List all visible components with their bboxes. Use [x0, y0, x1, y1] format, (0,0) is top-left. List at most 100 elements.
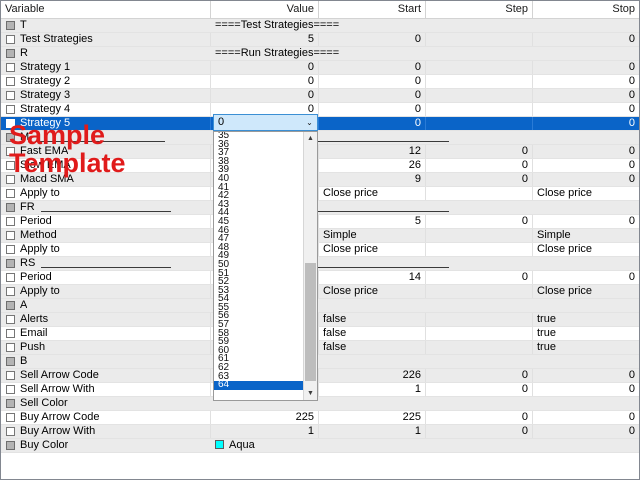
table-row[interactable]: Alerts false true	[1, 313, 639, 327]
checkbox-icon[interactable]	[6, 161, 15, 170]
scroll-up-icon[interactable]: ▲	[304, 132, 317, 145]
value-cell[interactable]	[211, 215, 319, 228]
step-cell[interactable]	[426, 327, 533, 340]
start-cell[interactable]: false	[319, 313, 426, 326]
checkbox-icon[interactable]	[6, 91, 15, 100]
dropdown-item[interactable]: 56	[218, 310, 230, 322]
variable-cell[interactable]: A	[1, 299, 211, 312]
stop-cell[interactable]: 0	[628, 61, 635, 73]
step-cell[interactable]: 0	[426, 369, 533, 382]
table-row[interactable]: Strategy 5 0 0 0	[1, 117, 639, 131]
table-row[interactable]: Test Strategies 5 0 0	[1, 33, 639, 47]
stop-cell[interactable]: 0	[628, 159, 635, 171]
variable-cell[interactable]: Apply to	[1, 285, 211, 298]
variable-cell[interactable]: Buy Arrow With	[1, 425, 211, 438]
start-cell[interactable]	[319, 131, 426, 144]
table-row[interactable]: Buy Arrow Code 225 225 0 0	[1, 411, 639, 425]
checkbox-icon[interactable]	[6, 385, 15, 394]
start-cell[interactable]: 0	[319, 61, 426, 74]
dropdown-item[interactable]: 54	[218, 293, 230, 305]
step-cell[interactable]	[426, 285, 533, 298]
start-cell[interactable]: 226	[319, 369, 426, 382]
checkbox-icon[interactable]	[6, 371, 15, 380]
table-row[interactable]: Sell Arrow With 1 0 0	[1, 383, 639, 397]
value-cell[interactable]: 0	[211, 89, 319, 102]
table-row[interactable]: Buy Arrow With 1 1 0 0	[1, 425, 639, 439]
step-cell[interactable]	[426, 117, 533, 130]
checkbox-icon[interactable]	[6, 399, 15, 408]
start-cell[interactable]: Close price	[319, 187, 426, 200]
value-combobox[interactable]: 0 ⌄	[213, 114, 318, 131]
start-cell[interactable]: 26	[319, 159, 426, 172]
dropdown-item[interactable]: 35	[218, 132, 230, 141]
dropdown-item[interactable]: 50	[218, 258, 230, 270]
grid-body[interactable]: T ====Test Strategies==== Test Strategies 5…	[1, 19, 639, 453]
checkbox-icon[interactable]	[6, 49, 15, 58]
checkbox-icon[interactable]	[6, 245, 15, 254]
scrollbar-thumb[interactable]	[305, 263, 316, 381]
variable-cell[interactable]: Strategy 5	[1, 117, 211, 130]
start-cell[interactable]: 0	[319, 33, 426, 46]
dropdown-item[interactable]: 41	[218, 181, 230, 193]
stop-cell[interactable]: true	[537, 341, 556, 353]
value-cell[interactable]	[211, 159, 319, 172]
table-row[interactable]: Apply to Close price Close price	[1, 187, 639, 201]
step-cell[interactable]	[426, 257, 533, 270]
table-row[interactable]: M	[1, 131, 639, 145]
start-cell[interactable]: Simple	[319, 229, 426, 242]
dropdown-item[interactable]: 43	[218, 198, 230, 210]
stop-cell[interactable]	[533, 201, 639, 214]
dropdown-item[interactable]: 45	[218, 215, 230, 227]
column-header-variable[interactable]: Variable	[1, 1, 211, 19]
variable-cell[interactable]: Method	[1, 229, 211, 242]
dropdown-item[interactable]: 40	[218, 172, 230, 184]
stop-cell[interactable]: 0	[628, 271, 635, 283]
value-cell[interactable]	[211, 229, 319, 242]
step-cell[interactable]: 0	[426, 425, 533, 438]
dropdown-item[interactable]: 55	[218, 301, 230, 313]
dropdown-item[interactable]: 57	[218, 319, 230, 331]
value-cell[interactable]	[211, 173, 319, 186]
step-cell[interactable]	[426, 397, 533, 410]
checkbox-icon[interactable]	[6, 441, 15, 450]
step-cell[interactable]	[426, 299, 533, 312]
checkbox-icon[interactable]	[6, 301, 15, 310]
table-row[interactable]: R ====Run Strategies====	[1, 47, 639, 61]
variable-cell[interactable]: Strategy 4	[1, 103, 211, 116]
checkbox-icon[interactable]	[6, 63, 15, 72]
variable-cell[interactable]: Period	[1, 215, 211, 228]
stop-cell[interactable]: true	[537, 327, 556, 339]
stop-cell[interactable]: 0	[628, 215, 635, 227]
step-cell[interactable]	[426, 243, 533, 256]
table-row[interactable]: Buy Color Aqua	[1, 439, 639, 453]
checkbox-icon[interactable]	[6, 357, 15, 366]
start-cell[interactable]: 1	[319, 383, 426, 396]
checkbox-icon[interactable]	[6, 203, 15, 212]
checkbox-icon[interactable]	[6, 147, 15, 156]
variable-cell[interactable]: FR	[1, 201, 211, 214]
variable-cell[interactable]: Macd SMA	[1, 173, 211, 186]
dropdown-item[interactable]: 53	[218, 284, 230, 296]
value-cell[interactable]	[211, 313, 319, 326]
column-header-start[interactable]: Start	[319, 1, 426, 19]
dropdown-item[interactable]: 64	[214, 380, 303, 390]
step-cell[interactable]	[426, 313, 533, 326]
step-cell[interactable]	[426, 229, 533, 242]
start-cell[interactable]: Close price	[319, 285, 426, 298]
value-cell[interactable]: 0	[211, 75, 319, 88]
step-cell[interactable]	[426, 341, 533, 354]
variable-cell[interactable]: B	[1, 355, 211, 368]
step-cell[interactable]: 0	[426, 145, 533, 158]
dropdown-scrollbar[interactable]: ▲ ▼	[303, 132, 317, 400]
value-dropdown-list[interactable]: 35 36 37 38 39 40 41 42 43 44 45 46 47 48 49 50 51 52 53 54…	[213, 131, 318, 401]
variable-cell[interactable]: Strategy 1	[1, 61, 211, 74]
checkbox-icon[interactable]	[6, 105, 15, 114]
step-cell[interactable]	[426, 439, 533, 452]
start-cell[interactable]: 0	[319, 117, 426, 130]
dropdown-item[interactable]: 46	[218, 224, 230, 236]
variable-cell[interactable]: M	[1, 131, 211, 144]
variable-cell[interactable]: Test Strategies	[1, 33, 211, 46]
